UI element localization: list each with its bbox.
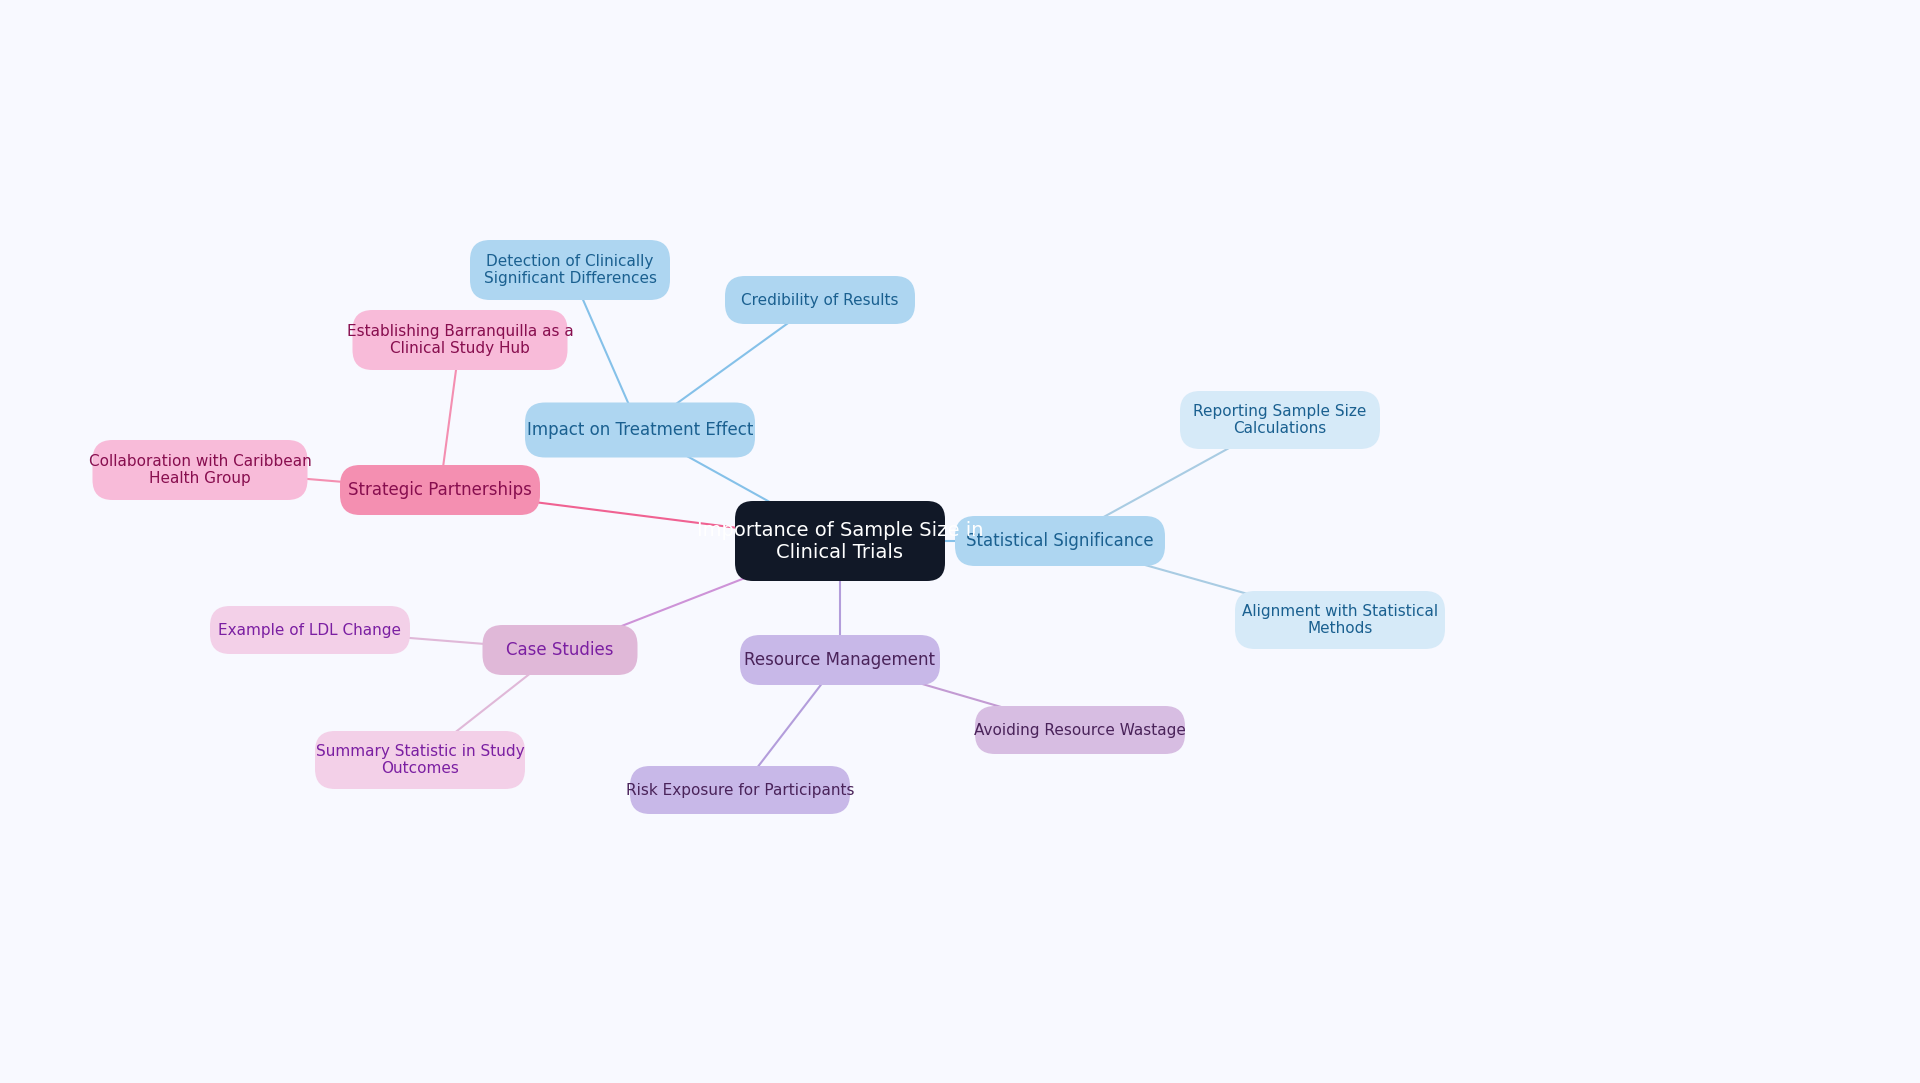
Text: Collaboration with Caribbean
Health Group: Collaboration with Caribbean Health Grou… bbox=[88, 454, 311, 486]
Text: Importance of Sample Size in
Clinical Trials: Importance of Sample Size in Clinical Tr… bbox=[697, 521, 983, 561]
FancyBboxPatch shape bbox=[954, 516, 1165, 566]
FancyBboxPatch shape bbox=[340, 465, 540, 516]
FancyBboxPatch shape bbox=[92, 440, 307, 500]
FancyBboxPatch shape bbox=[315, 731, 524, 790]
FancyBboxPatch shape bbox=[726, 276, 916, 324]
Text: Example of LDL Change: Example of LDL Change bbox=[219, 623, 401, 638]
FancyBboxPatch shape bbox=[739, 635, 941, 686]
Text: Reporting Sample Size
Calculations: Reporting Sample Size Calculations bbox=[1194, 404, 1367, 436]
FancyBboxPatch shape bbox=[353, 310, 568, 370]
Text: Establishing Barranquilla as a
Clinical Study Hub: Establishing Barranquilla as a Clinical … bbox=[348, 324, 574, 356]
FancyBboxPatch shape bbox=[630, 766, 851, 814]
FancyBboxPatch shape bbox=[524, 403, 755, 457]
FancyBboxPatch shape bbox=[1181, 391, 1380, 449]
Text: Statistical Significance: Statistical Significance bbox=[966, 532, 1154, 550]
FancyBboxPatch shape bbox=[470, 240, 670, 300]
Text: Avoiding Resource Wastage: Avoiding Resource Wastage bbox=[973, 722, 1187, 738]
FancyBboxPatch shape bbox=[209, 606, 411, 654]
Text: Alignment with Statistical
Methods: Alignment with Statistical Methods bbox=[1242, 604, 1438, 636]
Text: Summary Statistic in Study
Outcomes: Summary Statistic in Study Outcomes bbox=[315, 744, 524, 777]
Text: Risk Exposure for Participants: Risk Exposure for Participants bbox=[626, 783, 854, 797]
Text: Strategic Partnerships: Strategic Partnerships bbox=[348, 481, 532, 499]
Text: Resource Management: Resource Management bbox=[745, 651, 935, 669]
FancyBboxPatch shape bbox=[975, 706, 1185, 754]
Text: Case Studies: Case Studies bbox=[507, 641, 614, 658]
Text: Detection of Clinically
Significant Differences: Detection of Clinically Significant Diff… bbox=[484, 253, 657, 286]
Text: Impact on Treatment Effect: Impact on Treatment Effect bbox=[526, 421, 753, 439]
FancyBboxPatch shape bbox=[735, 501, 945, 580]
FancyBboxPatch shape bbox=[1235, 591, 1446, 649]
Text: Credibility of Results: Credibility of Results bbox=[741, 292, 899, 308]
FancyBboxPatch shape bbox=[482, 625, 637, 675]
